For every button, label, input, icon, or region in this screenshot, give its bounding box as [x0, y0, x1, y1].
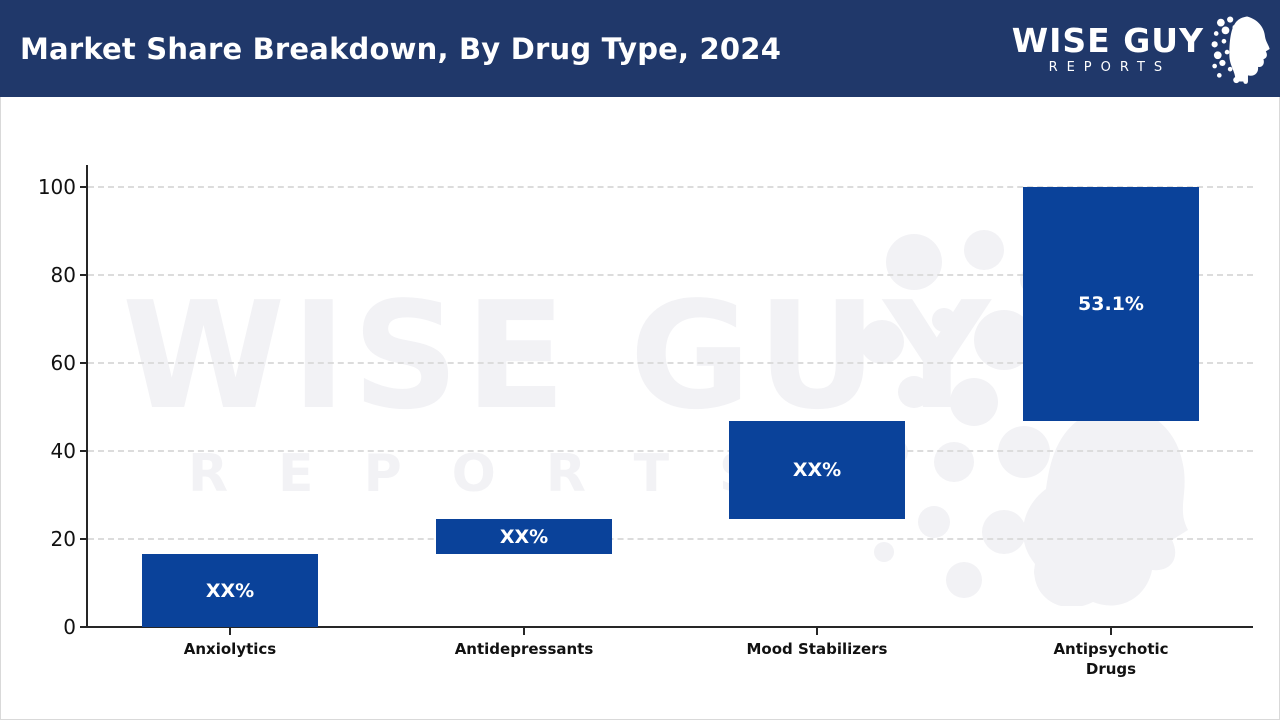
- x-tick-mood-stabilizers: [816, 628, 818, 635]
- brand-logo-text: WISE GUY REPORTS: [1012, 24, 1204, 74]
- bar-value-label-antidepressants: XX%: [499, 525, 549, 548]
- gridline-80: [88, 274, 1253, 276]
- y-tick-0: [80, 626, 88, 628]
- brand-logo: WISE GUY REPORTS: [1012, 0, 1272, 97]
- x-tick-label-anxiolytics: Anxiolytics: [183, 640, 277, 658]
- bar-value-label-mood-stabilizers: XX%: [792, 458, 842, 481]
- gridline-20: [88, 538, 1253, 540]
- y-axis: [86, 165, 88, 628]
- x-tick-label-antipsychotic-drugs: Antipsychotic Drugs: [1053, 640, 1169, 678]
- y-tick-label-20: 20: [50, 527, 76, 551]
- y-tick-80: [80, 274, 88, 276]
- watermark-brand-text: WISE GUY: [122, 270, 997, 442]
- y-tick-100: [80, 186, 88, 188]
- gridline-60: [88, 362, 1253, 364]
- gridline-100: [88, 186, 1253, 188]
- bar-anxiolytics: XX%: [142, 554, 318, 627]
- gridline-40: [88, 450, 1253, 452]
- bar-antipsychotic-drugs: 53.1%: [1023, 187, 1199, 421]
- x-axis: [86, 626, 1253, 628]
- page-title: Market Share Breakdown, By Drug Type, 20…: [20, 31, 782, 66]
- watermark-brand-subtext: REPORTS: [188, 444, 807, 504]
- brand-name: WISE GUY: [1011, 20, 1204, 60]
- bar-value-label-anxiolytics: XX%: [205, 579, 255, 602]
- brand-subname: REPORTS: [1048, 59, 1172, 75]
- y-tick-20: [80, 538, 88, 540]
- y-tick-label-100: 100: [37, 175, 76, 199]
- header-bar: Market Share Breakdown, By Drug Type, 20…: [0, 0, 1280, 97]
- dotted-head-profile-icon: [1211, 15, 1270, 84]
- y-tick-60: [80, 362, 88, 364]
- y-tick-label-0: 0: [63, 615, 76, 639]
- y-tick-label-80: 80: [50, 263, 76, 287]
- bar-value-label-antipsychotic-drugs: 53.1%: [1078, 292, 1144, 315]
- x-tick-anxiolytics: [229, 628, 231, 635]
- bar-antidepressants: XX%: [436, 518, 612, 555]
- bar-mood-stabilizers: XX%: [729, 420, 905, 519]
- y-tick-40: [80, 450, 88, 452]
- x-tick-antidepressants: [523, 628, 525, 635]
- x-tick-label-mood-stabilizers: Mood Stabilizers: [746, 640, 888, 658]
- y-tick-label-40: 40: [50, 439, 76, 463]
- x-tick-antipsychotic-drugs: [1110, 628, 1112, 635]
- y-tick-label-60: 60: [50, 351, 76, 375]
- x-tick-label-antidepressants: Antidepressants: [454, 640, 594, 658]
